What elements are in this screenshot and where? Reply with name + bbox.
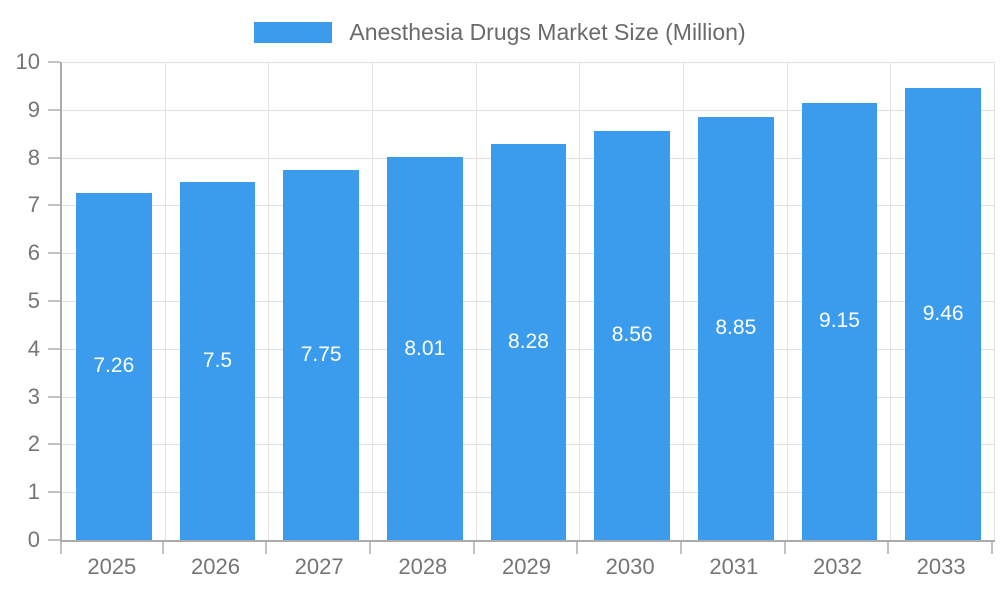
- y-axis-tick-2: [48, 443, 60, 446]
- h-gridline-10: [62, 62, 995, 63]
- bar-2033[interactable]: 9.46: [905, 87, 982, 540]
- bar-value-label-2033: 9.46: [922, 301, 964, 325]
- plot-area: 7.26 7.5 7.75 8.01 8.28 8.56 8.85 9.15 9.46: [60, 62, 995, 542]
- y-axis-tick-7: [48, 204, 60, 207]
- bar-value-label-2029: 8.28: [508, 330, 549, 354]
- bar-2030[interactable]: 8.56: [594, 130, 671, 540]
- v-gridline-9: [994, 62, 995, 540]
- y-axis-tick-1: [48, 491, 60, 494]
- y-axis-tick-4: [48, 347, 60, 350]
- y-axis-tick-8: [48, 156, 60, 159]
- bar-2026[interactable]: 7.5: [179, 181, 256, 540]
- bar-value-label-2025: 7.26: [93, 354, 135, 378]
- y-axis-tick-label-8: 8: [27, 144, 40, 170]
- y-axis-tick-3: [48, 395, 60, 398]
- x-axis-tick-label-2031: 2031: [709, 554, 759, 579]
- bar-2031[interactable]: 8.85: [697, 116, 774, 540]
- bar-value-label-2027: 7.75: [300, 342, 342, 366]
- x-axis-tick-7: [783, 542, 786, 554]
- x-axis-tick-label-2029: 2029: [502, 554, 551, 579]
- bar-2029[interactable]: 8.28: [490, 144, 567, 540]
- x-axis-tick-label-2028: 2028: [398, 554, 448, 579]
- y-axis-tick-6: [48, 252, 60, 255]
- y-axis-tick-label-7: 7: [27, 192, 40, 218]
- v-gridline-3: [371, 62, 373, 540]
- y-axis-tick-5: [48, 300, 60, 302]
- bar-value-label-2030: 8.56: [611, 323, 653, 347]
- v-gridline-5: [579, 62, 581, 540]
- legend-color-swatch: [254, 21, 333, 43]
- bar-value-label-2031: 8.85: [715, 316, 757, 340]
- x-axis-tick-3: [368, 542, 371, 554]
- x-axis-tick-4: [472, 542, 475, 554]
- x-axis-tick-label-2030: 2030: [605, 554, 655, 579]
- x-axis-tick-label-2025: 2025: [87, 554, 137, 579]
- x-axis-tick-0: [60, 542, 62, 554]
- chart-title: Anesthesia Drugs Market Size (Million): [349, 18, 746, 45]
- v-gridline-7: [786, 62, 788, 540]
- x-axis-tick-5: [576, 542, 579, 554]
- x-axis-tick-6: [679, 542, 682, 554]
- x-axis-tick-8: [887, 542, 890, 554]
- y-axis-tick-label-5: 5: [27, 288, 40, 313]
- bar-2025[interactable]: 7.26: [75, 192, 152, 540]
- y-axis-tick-10: [48, 61, 60, 63]
- y-axis-tick-label-9: 9: [27, 96, 40, 122]
- y-axis-tick-label-2: 2: [27, 431, 40, 457]
- y-axis-tick-label-4: 4: [27, 335, 40, 361]
- x-axis-tick-label-2026: 2026: [191, 554, 240, 579]
- bar-value-label-2028: 8.01: [404, 336, 446, 360]
- bar-2028[interactable]: 8.01: [386, 157, 463, 540]
- y-axis-tick-9: [48, 108, 60, 111]
- y-axis-tick-label-6: 6: [27, 240, 40, 266]
- v-gridline-4: [475, 62, 477, 540]
- h-gridline-9: [62, 109, 995, 111]
- y-axis: 0 1 2 3 4 5 6 7 8 9 10: [0, 51, 60, 551]
- y-axis-tick-label-3: 3: [27, 383, 40, 409]
- x-axis-tick-9: [991, 542, 993, 554]
- y-axis-tick-label-10: 10: [15, 49, 40, 74]
- bar-2032[interactable]: 9.15: [801, 102, 878, 540]
- x-axis-tick-1: [161, 542, 164, 554]
- x-axis-tick-label-2032: 2032: [813, 554, 862, 579]
- x-axis-tick-label-2033: 2033: [916, 554, 966, 579]
- y-axis-tick-label-1: 1: [27, 479, 40, 505]
- y-axis-tick-0: [48, 539, 60, 541]
- v-gridline-8: [890, 62, 892, 540]
- chart-legend[interactable]: Anesthesia Drugs Market Size (Million): [0, 19, 1000, 45]
- bar-value-label-2026: 7.5: [202, 348, 233, 372]
- y-axis-tick-label-0: 0: [27, 527, 40, 552]
- bar-2027[interactable]: 7.75: [283, 169, 360, 540]
- v-gridline-2: [268, 62, 270, 540]
- x-axis: 2025 2026 2027 2028 2029 2030 2031 2032 2033: [60, 542, 993, 600]
- v-gridline-1: [164, 62, 166, 540]
- bar-value-label-2032: 9.15: [819, 309, 860, 333]
- v-gridline-6: [682, 62, 684, 540]
- x-axis-tick-label-2027: 2027: [294, 554, 344, 579]
- x-axis-tick-2: [265, 542, 268, 554]
